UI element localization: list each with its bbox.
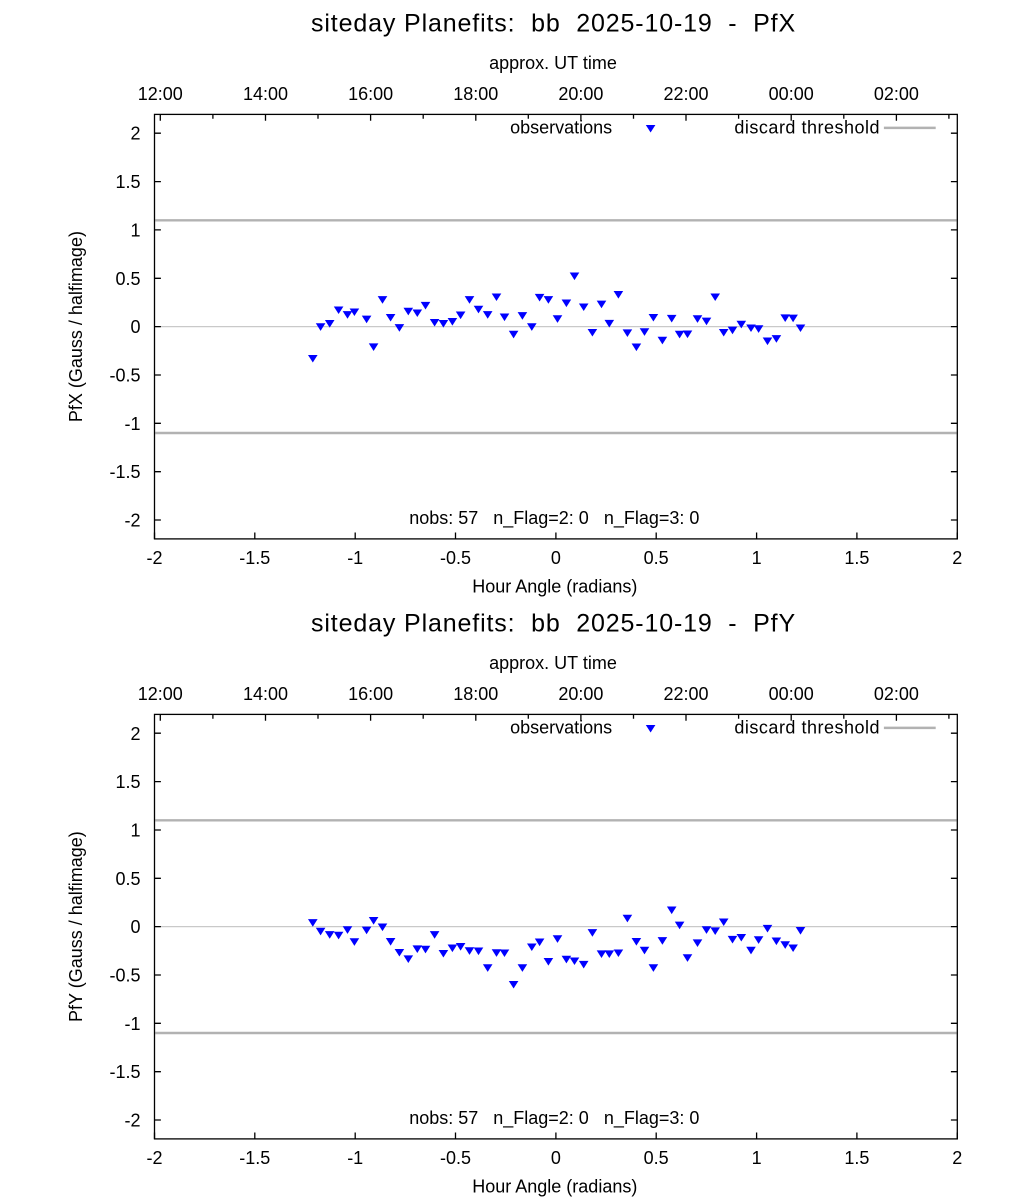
svg-text:18:00: 18:00 — [453, 684, 498, 704]
svg-text:discard threshold: discard threshold — [734, 718, 880, 738]
svg-text:discard threshold: discard threshold — [734, 118, 880, 138]
svg-text:00:00: 00:00 — [769, 84, 814, 104]
svg-text:PfX (Gauss / halfimage): PfX (Gauss / halfimage) — [66, 231, 86, 422]
svg-text:Hour Angle (radians): Hour Angle (radians) — [472, 1176, 637, 1196]
svg-text:1.5: 1.5 — [115, 772, 140, 792]
svg-text:approx. UT time: approx. UT time — [489, 53, 617, 73]
svg-text:siteday Planefits: bb 2025-1: siteday Planefits: bb 2025-10-19 - PfY — [311, 610, 796, 638]
svg-text:1.5: 1.5 — [115, 172, 140, 192]
svg-text:-0.5: -0.5 — [109, 966, 140, 986]
svg-text:observations: observations — [510, 718, 612, 738]
svg-text:-0.5: -0.5 — [440, 548, 471, 568]
svg-text:14:00: 14:00 — [243, 84, 288, 104]
svg-text:16:00: 16:00 — [348, 684, 393, 704]
svg-text:-1: -1 — [347, 548, 363, 568]
svg-text:-2: -2 — [146, 1148, 162, 1168]
svg-text:0: 0 — [551, 1148, 561, 1168]
svg-text:1: 1 — [130, 821, 140, 841]
svg-text:approx. UT time: approx. UT time — [489, 653, 617, 673]
svg-text:-0.5: -0.5 — [109, 366, 140, 386]
svg-text:PfY (Gauss / halfimage): PfY (Gauss / halfimage) — [66, 831, 86, 1022]
svg-text:0: 0 — [130, 317, 140, 337]
svg-text:2: 2 — [952, 548, 962, 568]
svg-text:00:00: 00:00 — [769, 684, 814, 704]
svg-text:-2: -2 — [124, 1111, 140, 1131]
svg-text:1.5: 1.5 — [844, 1148, 869, 1168]
svg-text:-1.5: -1.5 — [109, 1062, 140, 1082]
svg-text:1: 1 — [752, 1148, 762, 1168]
svg-text:-2: -2 — [146, 548, 162, 568]
svg-text:Hour Angle (radians): Hour Angle (radians) — [472, 576, 637, 596]
svg-text:-1.5: -1.5 — [239, 1148, 270, 1168]
svg-text:-1.5: -1.5 — [109, 462, 140, 482]
svg-text:0.5: 0.5 — [644, 1148, 669, 1168]
svg-text:1: 1 — [752, 548, 762, 568]
svg-text:12:00: 12:00 — [138, 84, 183, 104]
svg-text:siteday Planefits: bb 2025-1: siteday Planefits: bb 2025-10-19 - PfX — [311, 10, 796, 38]
svg-text:18:00: 18:00 — [453, 84, 498, 104]
svg-text:22:00: 22:00 — [663, 84, 708, 104]
svg-text:0.5: 0.5 — [115, 269, 140, 289]
svg-text:observations: observations — [510, 118, 612, 138]
svg-text:0: 0 — [551, 548, 561, 568]
svg-text:16:00: 16:00 — [348, 84, 393, 104]
svg-text:02:00: 02:00 — [874, 84, 919, 104]
svg-text:1.5: 1.5 — [844, 548, 869, 568]
svg-text:-1: -1 — [124, 414, 140, 434]
svg-text:2: 2 — [130, 124, 140, 144]
svg-text:20:00: 20:00 — [558, 84, 603, 104]
svg-text:0: 0 — [130, 917, 140, 937]
svg-text:1: 1 — [130, 220, 140, 240]
svg-text:-1: -1 — [124, 1014, 140, 1034]
svg-text:nobs: 57 n_Flag=2: 0 n_Fla: nobs: 57 n_Flag=2: 0 n_Flag=3: 0 — [409, 508, 699, 529]
svg-text:2: 2 — [952, 1148, 962, 1168]
svg-text:-1.5: -1.5 — [239, 548, 270, 568]
svg-text:20:00: 20:00 — [558, 684, 603, 704]
svg-text:2: 2 — [130, 724, 140, 744]
svg-text:22:00: 22:00 — [663, 684, 708, 704]
svg-text:14:00: 14:00 — [243, 684, 288, 704]
svg-text:0.5: 0.5 — [115, 869, 140, 889]
svg-text:-2: -2 — [124, 511, 140, 531]
svg-text:-0.5: -0.5 — [440, 1148, 471, 1168]
svg-text:nobs: 57 n_Flag=2: 0 n_Fla: nobs: 57 n_Flag=2: 0 n_Flag=3: 0 — [409, 1108, 699, 1129]
svg-text:-1: -1 — [347, 1148, 363, 1168]
svg-text:0.5: 0.5 — [644, 548, 669, 568]
svg-text:12:00: 12:00 — [138, 684, 183, 704]
svg-text:02:00: 02:00 — [874, 684, 919, 704]
